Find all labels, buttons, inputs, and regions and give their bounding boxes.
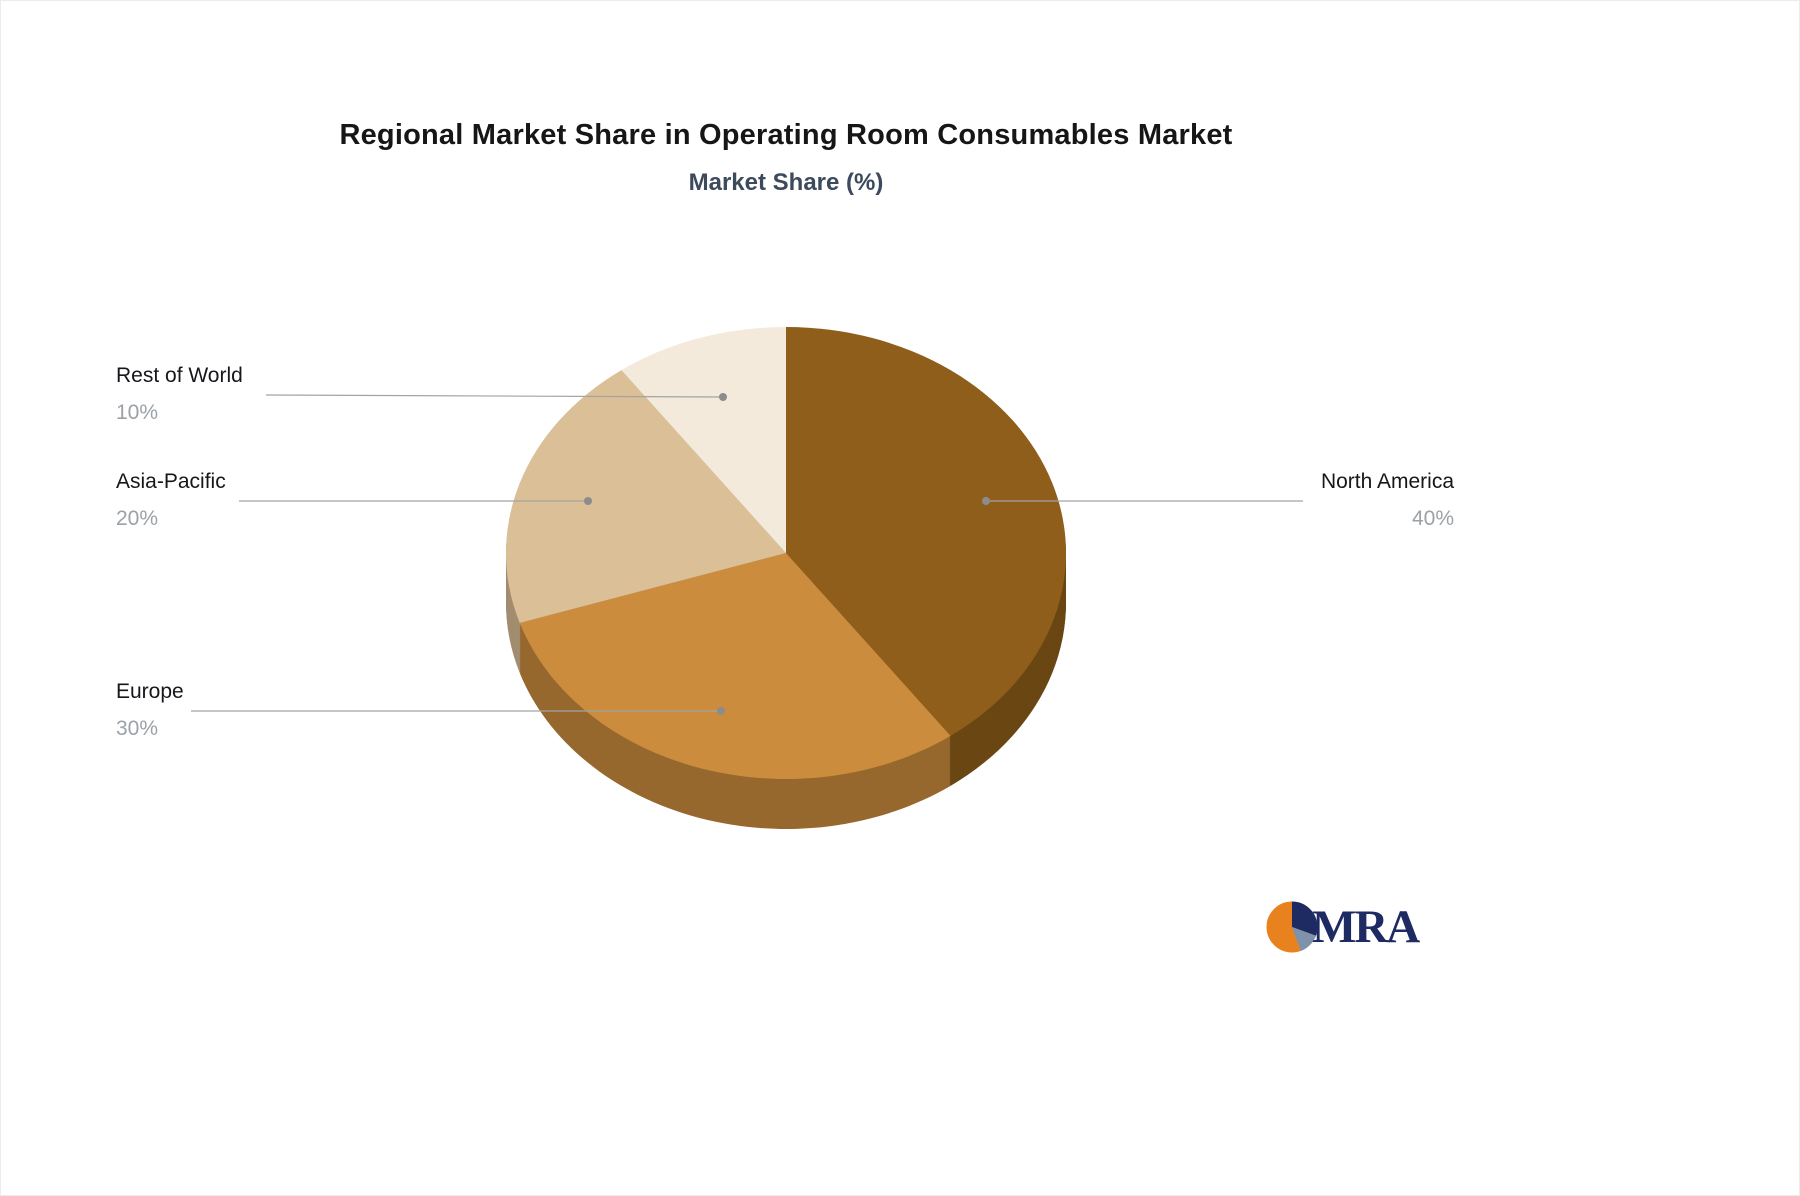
logo-icon-ring [1265,900,1319,954]
slice-label: Rest of World [116,364,243,387]
pie-slice-asia-pacific [505,370,786,623]
slice-label: North America [1320,470,1454,493]
chart-title: Regional Market Share in Operating Room … [339,119,1233,151]
slice-value: 30% [116,717,159,740]
callout-label-asia-pacific: Asia-Pacific 20% [116,469,226,532]
callout-label-north-america: North America 40% [1154,469,1454,532]
slice-value: 20% [116,507,159,530]
logo-text: MRA [1312,901,1420,953]
callout-label-europe: Europe 30% [116,679,184,742]
slice-value: 40% [1411,507,1454,530]
slice-label: Europe [116,680,184,703]
slice-value: 10% [116,401,159,424]
pie-slice-europe [519,553,951,780]
brand-logo: MRA [1264,899,1420,955]
chart-subtitle: Market Share (%) [688,169,884,196]
logo-icon-wedge-dark [1292,901,1318,936]
pie-slice-north-america [786,327,1067,736]
pie-logo-icon [1265,900,1319,954]
pie-slice-rest-of-world [621,327,786,553]
callout-label-rest-of-world: Rest of World 10% [116,363,243,426]
slice-label: Asia-Pacific [116,470,226,493]
